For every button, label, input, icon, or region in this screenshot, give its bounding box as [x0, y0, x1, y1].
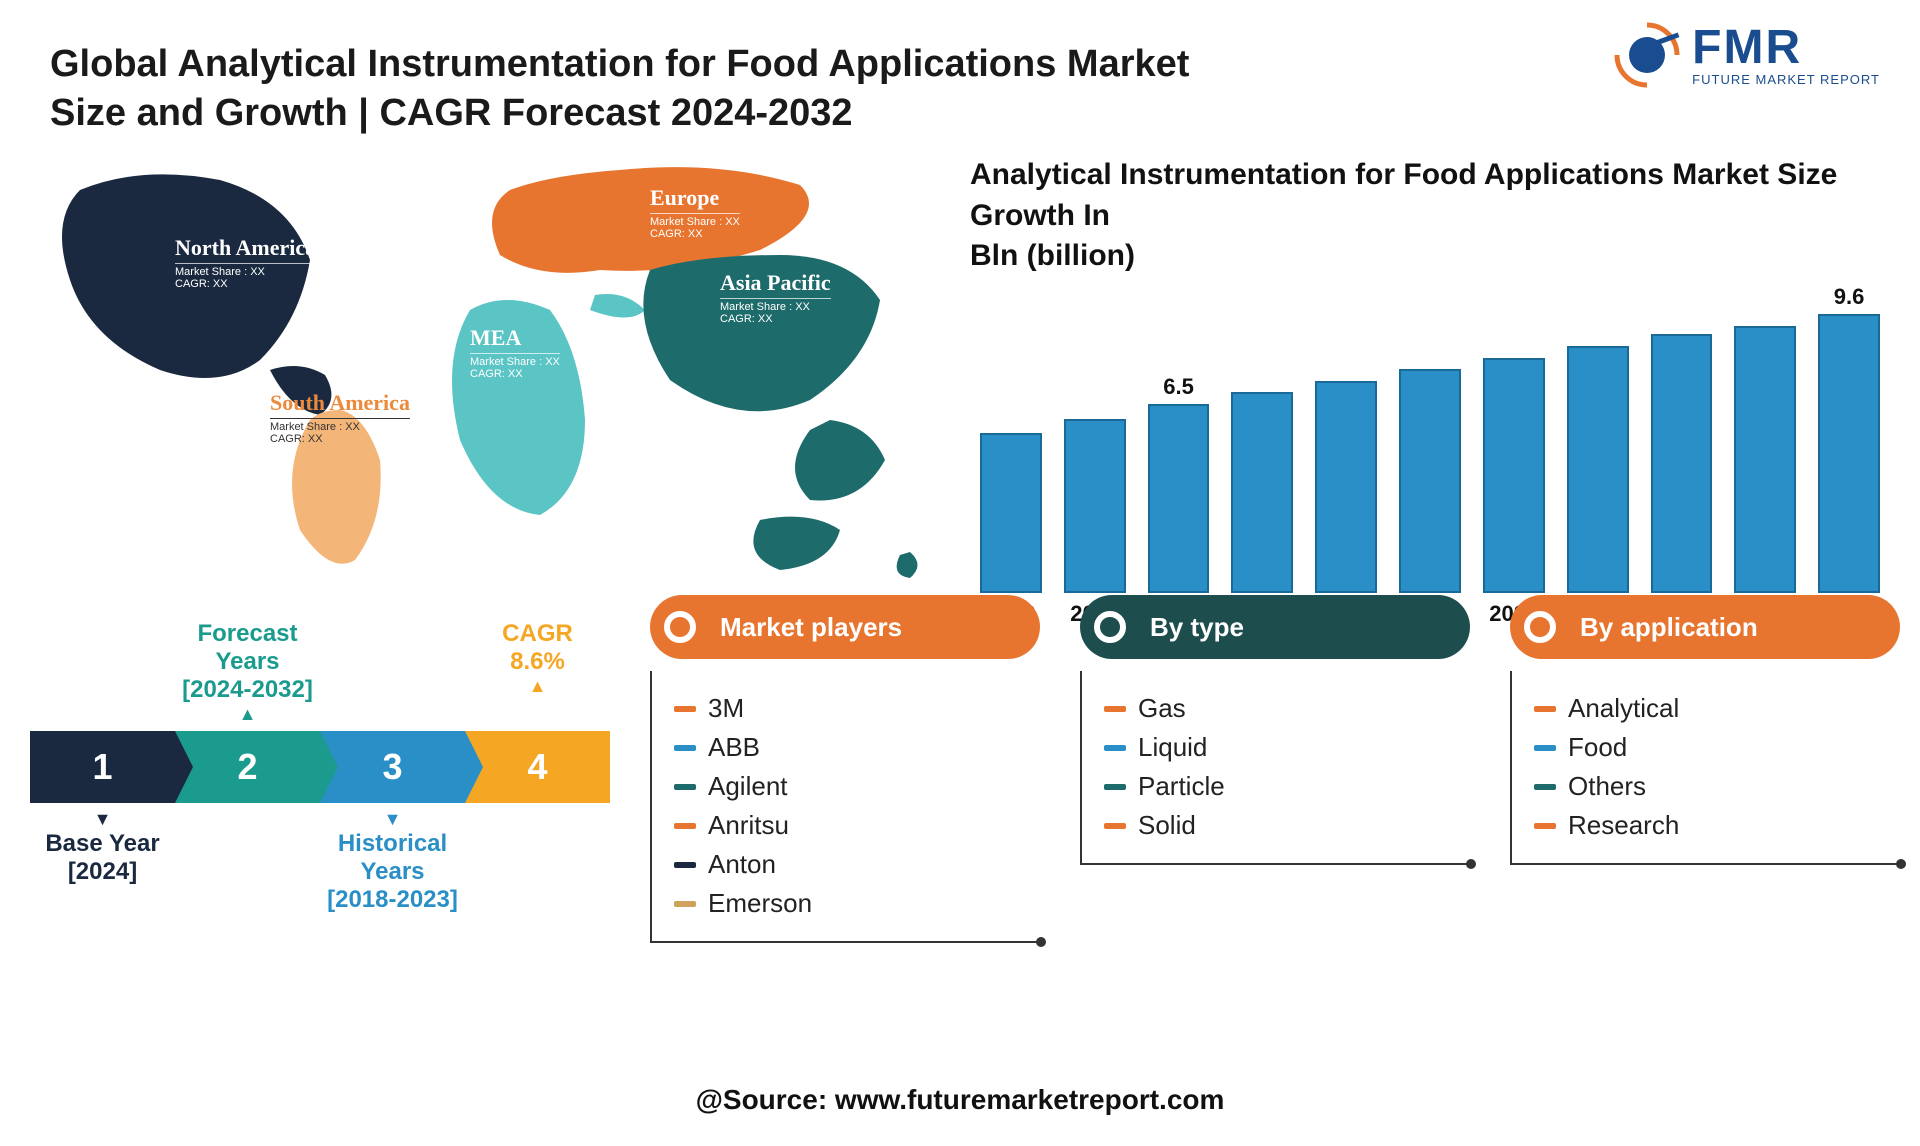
logo-text-main: FMR: [1692, 24, 1880, 72]
category-item: Research: [1534, 810, 1900, 841]
logo: FMR FUTURE MARKET REPORT: [1612, 20, 1880, 90]
timeline: Forecast Years[2024-2032]▲ CAGR8.6%▲ 1234…: [30, 620, 610, 914]
category-item: Gas: [1104, 693, 1470, 724]
region-mea: MEA Market Share : XXCAGR: XX: [470, 325, 560, 380]
category-item: 3M: [674, 693, 1040, 724]
logo-icon: [1612, 20, 1682, 90]
chart-title: Analytical Instrumentation for Food Appl…: [970, 155, 1890, 277]
category-item: Analytical: [1534, 693, 1900, 724]
bar-2030: 2030: [1651, 304, 1713, 626]
bar-2023: 2023: [1064, 389, 1126, 627]
bar-2029: 2029: [1567, 316, 1629, 627]
category-market-players: Market players 3M ABB Agilent Anritsu An…: [650, 595, 1040, 943]
bar-2031: 2031: [1734, 296, 1796, 627]
timeline-label-historical-years: ▼Historical Years[2018-2023]: [320, 809, 465, 914]
category-item: ABB: [674, 732, 1040, 763]
category-item: Food: [1534, 732, 1900, 763]
region-south-america: South America Market Share : XXCAGR: XX: [270, 390, 410, 445]
category-item: Emerson: [674, 888, 1040, 919]
timeline-segment-2: 2: [175, 731, 320, 803]
bar-2024: 6.5 2024: [1148, 374, 1210, 627]
logo-text-sub: FUTURE MARKET REPORT: [1692, 72, 1880, 87]
category-by-application: By application Analytical Food Others Re…: [1510, 595, 1900, 943]
world-map: North America Market Share : XXCAGR: XX S…: [40, 160, 940, 580]
category-columns: Market players 3M ABB Agilent Anritsu An…: [650, 595, 1900, 943]
timeline-segment-1: 1: [30, 731, 175, 803]
region-asia-pacific: Asia Pacific Market Share : XXCAGR: XX: [720, 270, 831, 325]
timeline-label-cagr: CAGR8.6%▲: [465, 620, 610, 725]
bar-chart: 2022 2023 6.5 2024 2025 2026 2027 2028 20…: [970, 287, 1890, 627]
page-title: Global Analytical Instrumentation for Fo…: [50, 40, 1250, 139]
bar-2026: 2026: [1315, 351, 1377, 627]
bar-2022: 2022: [980, 403, 1042, 627]
category-item: Anritsu: [674, 810, 1040, 841]
category-pill: By application: [1510, 595, 1900, 659]
timeline-label-forecast-years: Forecast Years[2024-2032]▲: [175, 620, 320, 725]
category-pill: By type: [1080, 595, 1470, 659]
page-header: Global Analytical Instrumentation for Fo…: [50, 40, 1250, 139]
category-pill: Market players: [650, 595, 1040, 659]
category-item: Particle: [1104, 771, 1470, 802]
category-item: Others: [1534, 771, 1900, 802]
category-item: Liquid: [1104, 732, 1470, 763]
bar-chart-area: Analytical Instrumentation for Food Appl…: [970, 155, 1890, 627]
bar-2027: 2027: [1399, 339, 1461, 626]
category-by-type: By type Gas Liquid Particle Solid: [1080, 595, 1470, 943]
category-item: Solid: [1104, 810, 1470, 841]
source-attribution: @Source: www.futuremarketreport.com: [696, 1084, 1225, 1116]
region-europe: Europe Market Share : XXCAGR: XX: [650, 185, 740, 240]
bar-2028: 2028: [1483, 328, 1545, 627]
timeline-label-base-year: ▼Base Year[2024]: [30, 809, 175, 914]
category-item: Agilent: [674, 771, 1040, 802]
timeline-segment-4: 4: [465, 731, 610, 803]
timeline-segment-3: 3: [320, 731, 465, 803]
region-north-america: North America Market Share : XXCAGR: XX: [175, 235, 316, 290]
category-item: Anton: [674, 849, 1040, 880]
bar-2025: 2025: [1231, 362, 1293, 626]
bar-2032: 9.6 2032: [1818, 284, 1880, 626]
